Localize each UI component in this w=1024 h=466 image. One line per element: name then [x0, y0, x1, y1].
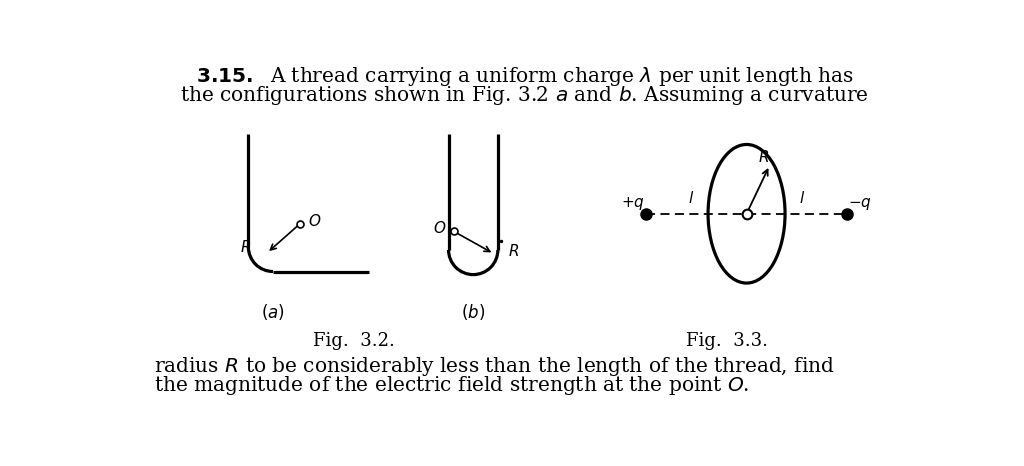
Text: $+q$: $+q$ — [621, 195, 645, 212]
Text: $R$: $R$ — [508, 244, 519, 260]
Text: $-q$: $-q$ — [848, 196, 872, 212]
Text: $l$: $l$ — [688, 190, 694, 206]
Text: $\mathbf{3.15.}$  A thread carrying a uniform charge $\lambda$ per unit length h: $\mathbf{3.15.}$ A thread carrying a uni… — [196, 65, 854, 88]
Text: $(b)$: $(b)$ — [461, 302, 485, 322]
Text: Fig.  3.2.: Fig. 3.2. — [313, 332, 395, 350]
Text: the configurations shown in Fig. 3.2 $a$ and $b$. Assuming a curvature: the configurations shown in Fig. 3.2 $a$… — [180, 83, 869, 107]
Text: $R$: $R$ — [241, 239, 252, 255]
Text: $R$: $R$ — [758, 149, 769, 165]
Text: Fig.  3.3.: Fig. 3.3. — [686, 332, 768, 350]
Text: $O$: $O$ — [307, 213, 322, 229]
Text: $O$: $O$ — [433, 220, 446, 236]
Text: $(a)$: $(a)$ — [261, 302, 285, 322]
Text: $l$: $l$ — [799, 190, 805, 206]
Text: the magnitude of the electric field strength at the point $O$.: the magnitude of the electric field stre… — [154, 374, 750, 397]
Text: radius $R$ to be considerably less than the length of the thread, find: radius $R$ to be considerably less than … — [154, 355, 835, 377]
